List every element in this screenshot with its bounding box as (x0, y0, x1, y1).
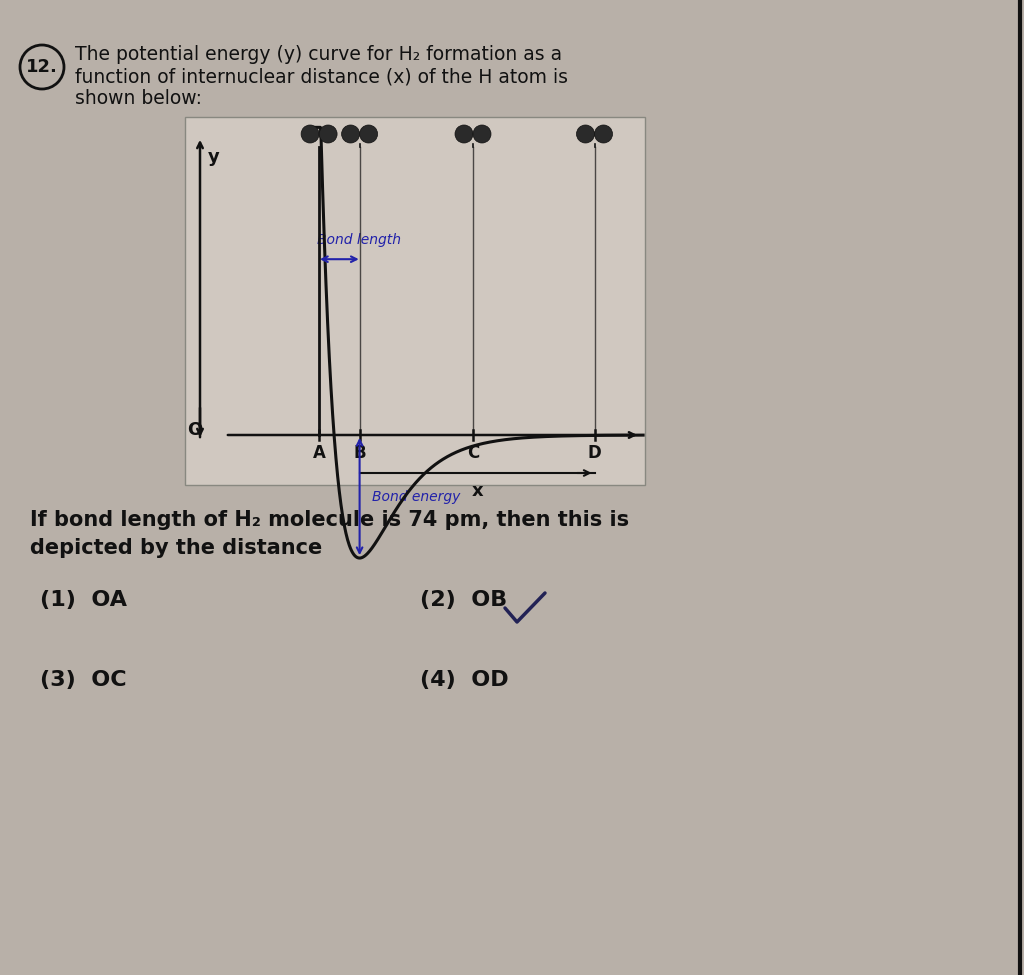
Circle shape (595, 125, 612, 143)
Text: (1)  OA: (1) OA (40, 590, 127, 610)
Circle shape (319, 125, 337, 143)
Text: 12.: 12. (26, 58, 58, 76)
Text: Bond length: Bond length (317, 233, 401, 248)
Circle shape (301, 125, 319, 143)
Circle shape (455, 125, 473, 143)
Circle shape (359, 125, 378, 143)
Text: The potential energy (y) curve for H₂ formation as a: The potential energy (y) curve for H₂ fo… (75, 46, 562, 64)
Text: A: A (312, 444, 326, 462)
Text: B: B (353, 444, 366, 462)
Text: Bond energy: Bond energy (372, 489, 460, 503)
Text: C: C (467, 444, 479, 462)
Circle shape (342, 125, 359, 143)
Text: D: D (588, 444, 601, 462)
Text: O: O (186, 421, 202, 439)
Circle shape (473, 125, 490, 143)
Text: function of internuclear distance (x) of the H atom is: function of internuclear distance (x) of… (75, 67, 568, 87)
Text: If bond length of H₂ molecule is 74 pm, then this is: If bond length of H₂ molecule is 74 pm, … (30, 510, 629, 530)
FancyBboxPatch shape (185, 117, 645, 485)
Text: x: x (471, 482, 483, 500)
Text: (2)  OB: (2) OB (420, 590, 507, 610)
Text: depicted by the distance: depicted by the distance (30, 538, 323, 558)
Text: y: y (208, 148, 220, 166)
Text: shown below:: shown below: (75, 90, 202, 108)
Text: (3)  OC: (3) OC (40, 670, 127, 690)
Circle shape (577, 125, 595, 143)
Text: (4)  OD: (4) OD (420, 670, 509, 690)
